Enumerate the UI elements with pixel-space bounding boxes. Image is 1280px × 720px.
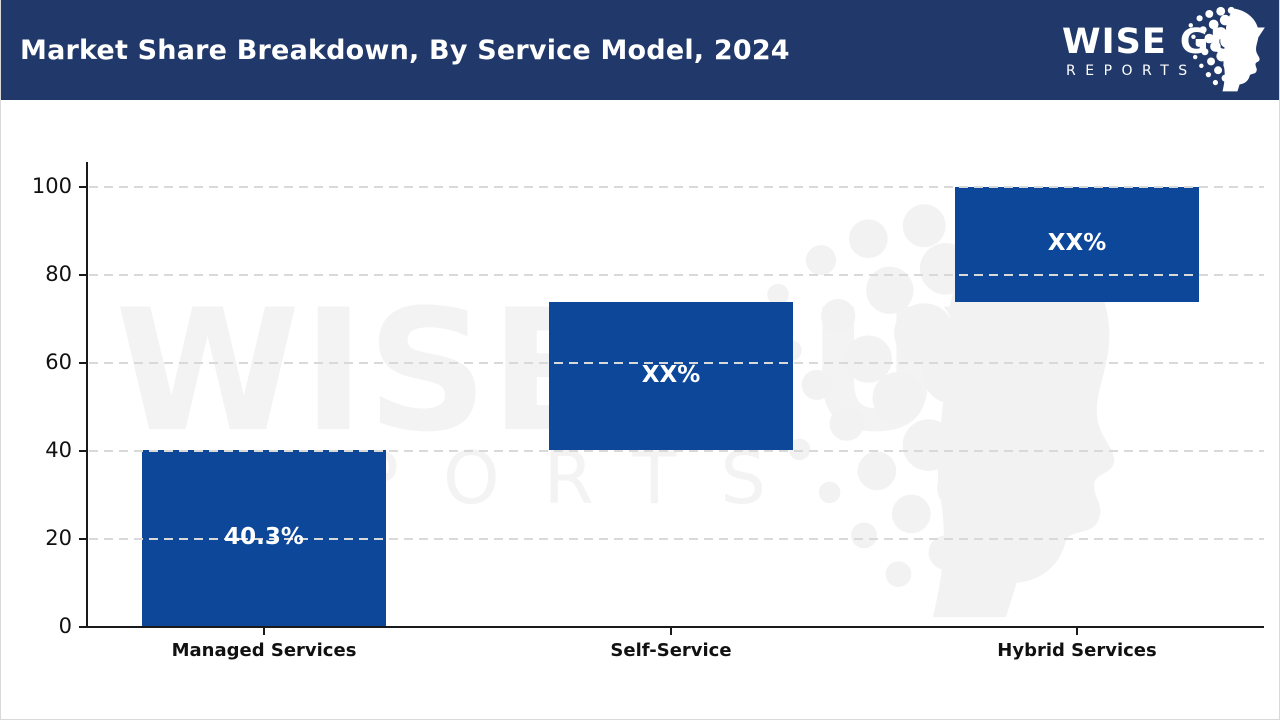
watermark-head-icon <box>760 204 1115 618</box>
y-axis-line <box>86 162 88 628</box>
bar-value-label: 40.3% <box>224 524 304 551</box>
y-tick-label: 60 <box>45 350 72 374</box>
x-tick-mark <box>1076 628 1078 635</box>
gridline <box>89 186 1264 188</box>
page-title: Market Share Breakdown, By Service Model… <box>20 34 790 66</box>
x-tick-label: Self-Service <box>610 640 732 661</box>
gridline <box>89 362 1264 364</box>
bar-value-label: XX% <box>641 361 701 388</box>
bar-value-label: XX% <box>1047 230 1107 257</box>
brand-subtext: REPORTS <box>1066 63 1197 79</box>
y-tick-mark <box>79 538 86 540</box>
x-tick-mark <box>263 628 265 635</box>
y-tick-mark <box>79 626 86 628</box>
gridline <box>89 538 1264 540</box>
y-tick-mark <box>79 186 86 188</box>
x-tick-label: Managed Services <box>171 640 357 661</box>
bar <box>549 301 793 450</box>
y-tick-label: 100 <box>31 174 72 198</box>
x-axis-line <box>86 626 1264 628</box>
gridline <box>89 450 1264 452</box>
y-tick-mark <box>79 450 86 452</box>
y-tick-label: 40 <box>45 438 72 462</box>
header: Market Share Breakdown, By Service Model… <box>0 0 1280 100</box>
y-tick-mark <box>79 362 86 364</box>
bar <box>955 187 1199 302</box>
gridline <box>89 274 1264 276</box>
dotted-head-icon <box>1187 6 1260 92</box>
y-tick-label: 0 <box>58 614 72 638</box>
y-tick-label: 20 <box>45 526 72 550</box>
y-tick-label: 80 <box>45 262 72 286</box>
y-tick-mark <box>79 274 86 276</box>
brand-logo: WISE GUY REPORTS <box>1022 0 1272 100</box>
x-tick-label: Hybrid Services <box>997 640 1157 661</box>
x-tick-mark <box>670 628 672 635</box>
